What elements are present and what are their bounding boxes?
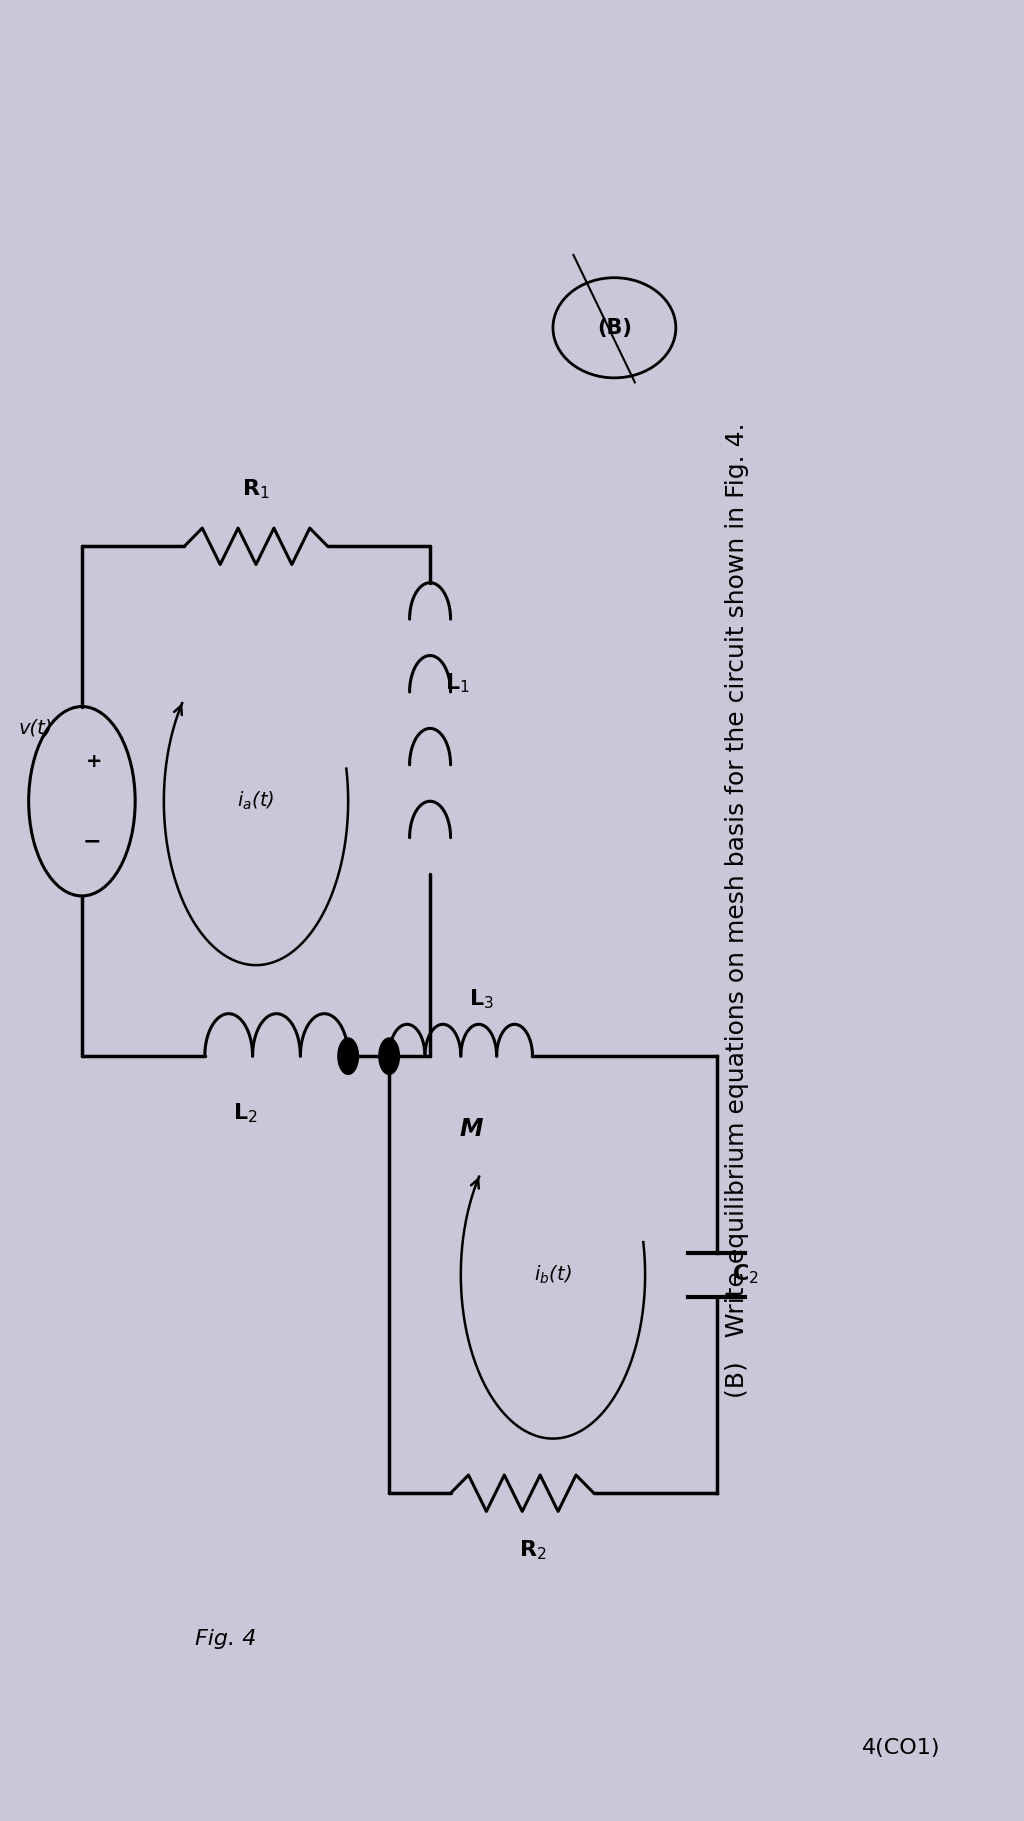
Text: +: +: [86, 752, 102, 770]
Text: −: −: [83, 832, 101, 850]
Text: Fig. 4: Fig. 4: [195, 1630, 256, 1648]
Text: R$_2$: R$_2$: [519, 1539, 546, 1562]
Circle shape: [338, 1038, 358, 1074]
Text: L$_2$: L$_2$: [233, 1102, 258, 1125]
Text: v(t): v(t): [18, 719, 53, 738]
Text: L$_3$: L$_3$: [469, 987, 494, 1011]
Text: M: M: [460, 1116, 482, 1142]
Text: i$_a$(t): i$_a$(t): [238, 790, 274, 812]
Text: 4(CO1): 4(CO1): [862, 1739, 940, 1757]
Text: L$_1$: L$_1$: [445, 672, 470, 694]
Text: C$_2$: C$_2$: [732, 1264, 759, 1286]
Text: (B): (B): [597, 319, 632, 337]
Text: (B)   Write equilibrium equations on mesh basis for the circuit shown in Fig. 4.: (B) Write equilibrium equations on mesh …: [725, 422, 750, 1399]
Text: R$_1$: R$_1$: [242, 477, 270, 501]
Circle shape: [379, 1038, 399, 1074]
Text: i$_b$(t): i$_b$(t): [535, 1264, 571, 1286]
